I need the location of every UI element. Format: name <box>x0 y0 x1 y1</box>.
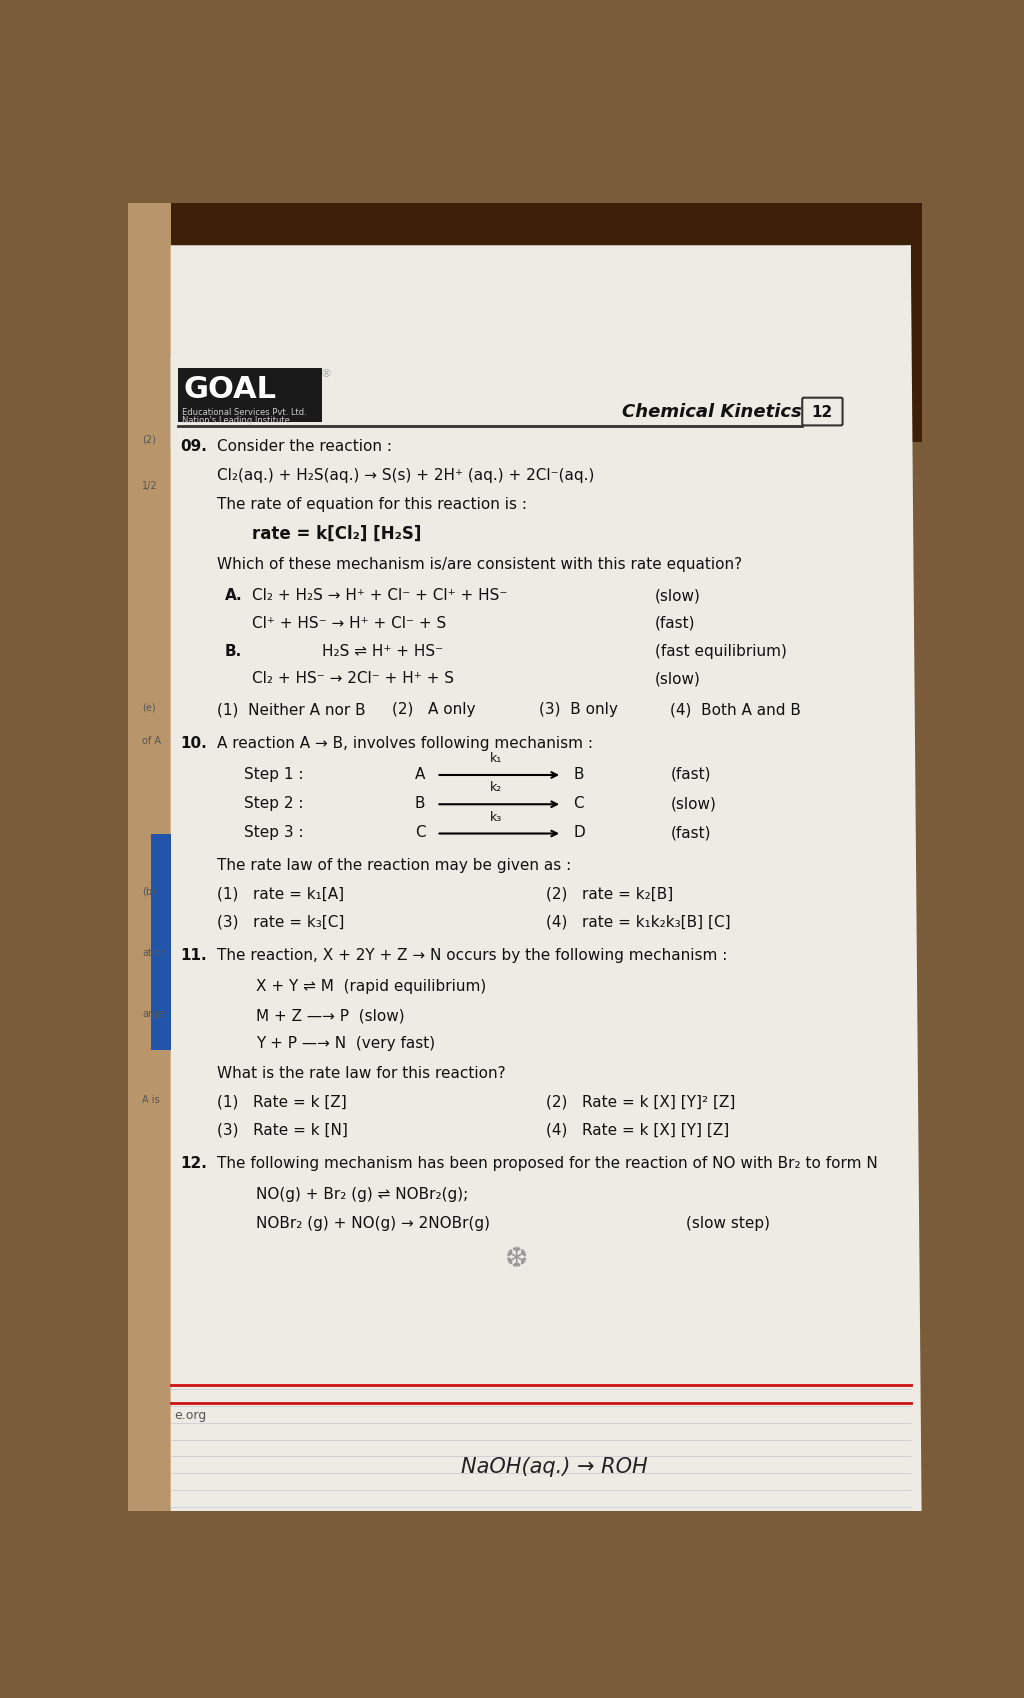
Text: M + Z —→ P  (slow): M + Z —→ P (slow) <box>256 1009 404 1022</box>
Text: Which of these mechanism is/are consistent with this rate equation?: Which of these mechanism is/are consiste… <box>217 557 742 572</box>
Text: ❆: ❆ <box>504 1245 527 1272</box>
Text: (slow step): (slow step) <box>686 1216 770 1231</box>
Text: (e): (e) <box>142 701 156 711</box>
Text: ®: ® <box>321 368 331 379</box>
Text: (4)   rate = k₁k₂k₃[B] [C]: (4) rate = k₁k₂k₃[B] [C] <box>547 914 731 929</box>
Text: of A: of A <box>142 735 161 745</box>
Text: e.org: e.org <box>174 1408 207 1421</box>
Text: D: D <box>573 825 586 841</box>
Text: Cl⁺ + HS⁻ → H⁺ + Cl⁻ + S: Cl⁺ + HS⁻ → H⁺ + Cl⁻ + S <box>252 615 446 630</box>
Text: H₂S ⇌ H⁺ + HS⁻: H₂S ⇌ H⁺ + HS⁻ <box>322 644 442 659</box>
Text: A is: A is <box>142 1094 160 1104</box>
Text: Cl₂ + H₂S → H⁺ + Cl⁻ + Cl⁺ + HS⁻: Cl₂ + H₂S → H⁺ + Cl⁻ + Cl⁺ + HS⁻ <box>252 588 507 603</box>
Text: 12.: 12. <box>180 1156 208 1170</box>
Polygon shape <box>128 204 922 441</box>
Polygon shape <box>128 204 171 1511</box>
Text: B.: B. <box>225 644 242 659</box>
FancyBboxPatch shape <box>802 399 843 426</box>
Text: GOAL: GOAL <box>183 375 276 404</box>
Text: (fast): (fast) <box>655 615 695 630</box>
Text: (4)   Rate = k [X] [Y] [Z]: (4) Rate = k [X] [Y] [Z] <box>547 1122 730 1138</box>
Text: C: C <box>573 796 585 810</box>
Text: 10.: 10. <box>180 735 208 751</box>
FancyBboxPatch shape <box>178 368 322 423</box>
Text: (3)   Rate = k [N]: (3) Rate = k [N] <box>217 1122 348 1138</box>
Text: 11.: 11. <box>180 947 207 963</box>
Text: Cl₂ + HS⁻ → 2Cl⁻ + H⁺ + S: Cl₂ + HS⁻ → 2Cl⁻ + H⁺ + S <box>252 671 454 686</box>
Text: A reaction A → B, involves following mechanism :: A reaction A → B, involves following mec… <box>217 735 593 751</box>
Text: (fast equilibrium): (fast equilibrium) <box>655 644 786 659</box>
Text: (1)   Rate = k [Z]: (1) Rate = k [Z] <box>217 1094 347 1109</box>
Text: Nation's Leading Institute: Nation's Leading Institute <box>182 416 290 424</box>
Text: The rate law of the reaction may be given as :: The rate law of the reaction may be give… <box>217 857 571 873</box>
Text: Consider the reaction :: Consider the reaction : <box>217 438 392 453</box>
Text: k₃: k₃ <box>490 810 502 824</box>
Text: B: B <box>573 766 584 781</box>
Text: (2)   A only: (2) A only <box>391 701 475 717</box>
Text: (1)  Neither A nor B: (1) Neither A nor B <box>217 701 366 717</box>
Text: (2): (2) <box>142 435 156 445</box>
Text: Step 2 :: Step 2 : <box>245 796 304 810</box>
Text: Step 3 :: Step 3 : <box>245 825 304 841</box>
Text: (fast): (fast) <box>671 766 711 781</box>
Text: (2)   Rate = k [X] [Y]² [Z]: (2) Rate = k [X] [Y]² [Z] <box>547 1094 736 1109</box>
Text: C: C <box>415 825 425 841</box>
Text: (fast): (fast) <box>671 825 711 841</box>
Polygon shape <box>171 246 922 1511</box>
Text: What is the rate law for this reaction?: What is the rate law for this reaction? <box>217 1065 506 1080</box>
Text: (b): (b) <box>142 886 156 897</box>
Text: (2)   rate = k₂[B]: (2) rate = k₂[B] <box>547 886 674 902</box>
Text: Educational Services Pvt. Ltd.: Educational Services Pvt. Ltd. <box>182 408 307 416</box>
Text: k₂: k₂ <box>490 781 502 795</box>
Text: Cl₂(aq.) + H₂S(aq.) → S(s) + 2H⁺ (aq.) + 2Cl⁻(aq.): Cl₂(aq.) + H₂S(aq.) → S(s) + 2H⁺ (aq.) +… <box>217 467 595 482</box>
Text: (slow): (slow) <box>655 588 700 603</box>
Text: The rate of equation for this reaction is :: The rate of equation for this reaction i… <box>217 498 527 513</box>
Text: (3)  B only: (3) B only <box>539 701 617 717</box>
Text: (slow): (slow) <box>671 796 717 810</box>
Text: rate = k[Cl₂] [H₂S]: rate = k[Cl₂] [H₂S] <box>252 525 421 543</box>
Text: NaOH(aq.) → ROH: NaOH(aq.) → ROH <box>461 1455 647 1476</box>
Text: ation: ation <box>142 947 167 958</box>
Text: A.: A. <box>225 588 243 603</box>
Text: 1/2: 1/2 <box>142 481 158 491</box>
Text: The following mechanism has been proposed for the reaction of NO with Br₂ to for: The following mechanism has been propose… <box>217 1156 878 1170</box>
Text: (slow): (slow) <box>655 671 700 686</box>
Text: arge: arge <box>142 1009 164 1017</box>
Text: 09.: 09. <box>180 438 208 453</box>
Text: B: B <box>415 796 425 810</box>
Polygon shape <box>152 835 171 1051</box>
Text: Y + P —→ N  (very fast): Y + P —→ N (very fast) <box>256 1036 435 1051</box>
Text: (4)  Both A and B: (4) Both A and B <box>671 701 802 717</box>
Text: X + Y ⇌ M  (rapid equilibrium): X + Y ⇌ M (rapid equilibrium) <box>256 978 486 993</box>
Text: (3)   rate = k₃[C]: (3) rate = k₃[C] <box>217 914 344 929</box>
Text: The reaction, X + 2Y + Z → N occurs by the following mechanism :: The reaction, X + 2Y + Z → N occurs by t… <box>217 947 727 963</box>
Text: k₁: k₁ <box>490 752 502 764</box>
Text: Chemical Kinetics: Chemical Kinetics <box>623 402 802 421</box>
Text: NO(g) + Br₂ (g) ⇌ NOBr₂(g);: NO(g) + Br₂ (g) ⇌ NOBr₂(g); <box>256 1187 468 1202</box>
Text: A: A <box>415 766 425 781</box>
Polygon shape <box>171 246 910 450</box>
Text: (1)   rate = k₁[A]: (1) rate = k₁[A] <box>217 886 344 902</box>
Text: Step 1 :: Step 1 : <box>245 766 304 781</box>
Text: NOBr₂ (g) + NO(g) → 2NOBr(g): NOBr₂ (g) + NO(g) → 2NOBr(g) <box>256 1216 489 1231</box>
Text: 12: 12 <box>812 404 834 419</box>
